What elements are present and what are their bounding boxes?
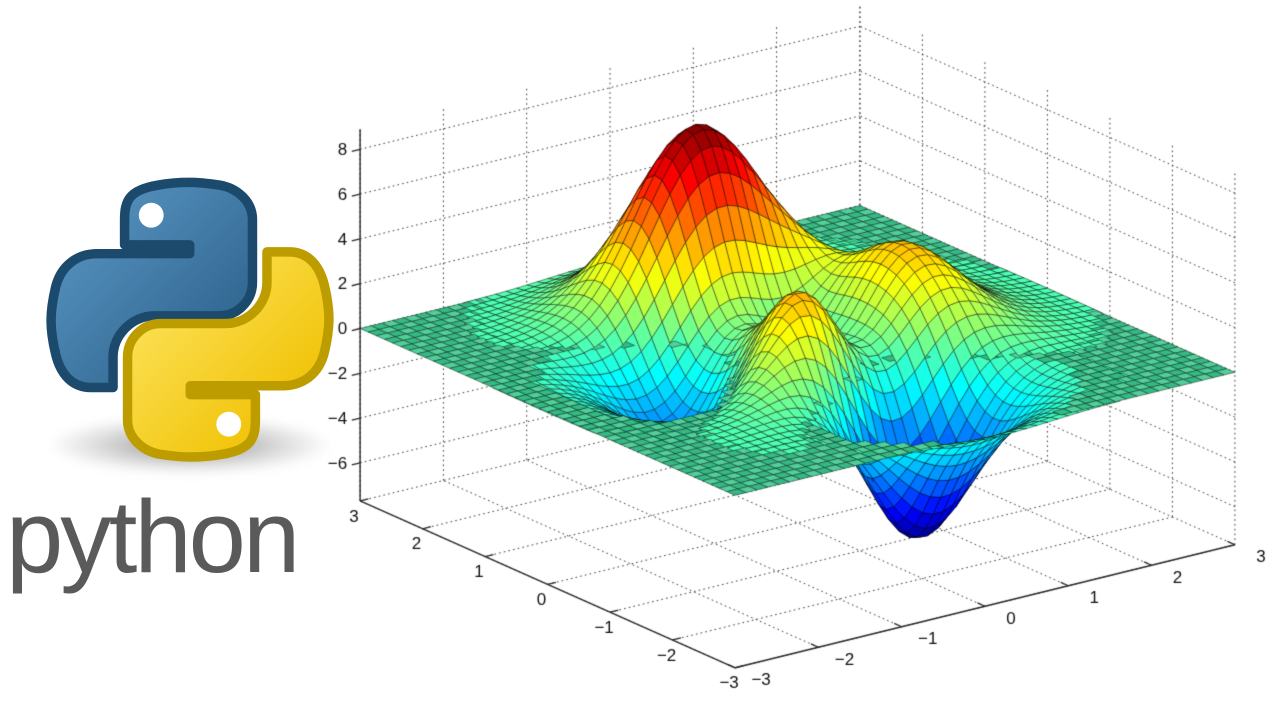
blue-snake-eye-icon	[138, 202, 164, 228]
blue-snake-shape	[46, 177, 258, 393]
yellow-snake-eye-icon	[216, 411, 242, 437]
python-wordmark: python	[6, 479, 300, 594]
yellow-snake-shape	[122, 247, 334, 462]
python-logo	[46, 177, 334, 462]
python-logo-block: python	[0, 0, 400, 720]
